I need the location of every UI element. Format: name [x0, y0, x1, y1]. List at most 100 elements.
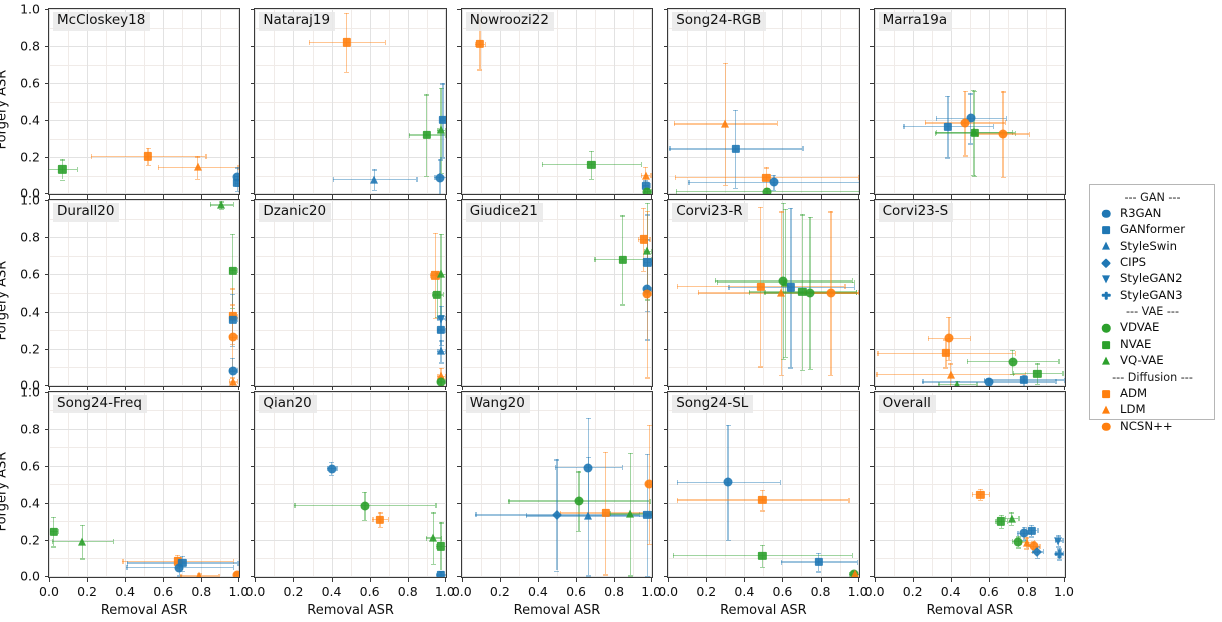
gridline-minor-horizontal: [49, 484, 240, 486]
gridline-minor-horizontal: [255, 447, 446, 449]
gridline-minor-horizontal: [668, 410, 859, 412]
gridline-horizontal: [461, 193, 653, 195]
y-tick: [44, 46, 48, 48]
gridline-minor-vertical: [1007, 200, 1009, 386]
legend-item-ldm[interactable]: LDM: [1097, 402, 1208, 418]
legend-item-cips[interactable]: CIPS: [1097, 255, 1208, 271]
y-tick: [44, 391, 48, 393]
error-bar-cap: [828, 211, 834, 213]
x-tick-label: 0.4: [940, 584, 961, 599]
gridline-minor-horizontal: [461, 218, 653, 220]
gridline-vertical: [293, 200, 295, 386]
legend-item-stylegan3[interactable]: StyleGAN3: [1097, 287, 1208, 303]
panel-title: McCloskey18: [53, 12, 151, 31]
error-bar-cap: [697, 290, 700, 296]
error-bar-cap: [237, 560, 239, 566]
legend-item-nvae[interactable]: NVAE: [1097, 337, 1208, 353]
y-tick-label: 0.4: [20, 304, 40, 320]
gridline-horizontal: [255, 575, 446, 577]
error-bar-cap: [195, 156, 200, 158]
panel-dzanic20: Dzanic20: [254, 199, 447, 387]
y-tick: [457, 576, 461, 577]
panel-song24-sl: Song24-SL: [667, 390, 860, 578]
error-bar-cap: [444, 132, 446, 138]
legend-item-ncsn-[interactable]: NCSN++: [1097, 418, 1208, 434]
plot-area: [874, 391, 1065, 577]
legend-item-label: LDM: [1120, 402, 1146, 417]
panel-qian20: Qian20: [254, 390, 447, 578]
gridline-vertical: [444, 391, 446, 577]
legend-item-label: VQ-VAE: [1120, 353, 1164, 368]
gridline-vertical: [1063, 9, 1065, 195]
x-tick: [1026, 386, 1028, 391]
gridline-vertical: [461, 391, 463, 577]
error-bar-cap: [230, 288, 236, 290]
x-tick: [255, 195, 257, 199]
gridline-vertical: [668, 391, 670, 577]
x-tick: [163, 578, 165, 582]
y-tick: [250, 311, 255, 313]
legend-item-vq-vae[interactable]: VQ-VAE: [1097, 353, 1208, 369]
legend-item-ganformer[interactable]: GANformer: [1097, 222, 1208, 238]
gridline-horizontal: [49, 83, 240, 85]
error-bar-cap: [230, 307, 236, 310]
legend-item-r3gan[interactable]: R3GAN: [1097, 205, 1208, 221]
gridline-vertical: [407, 9, 409, 195]
error-bar-cap: [1012, 371, 1015, 377]
error-bar-cap: [484, 41, 487, 47]
gridline-minor-horizontal: [874, 218, 1065, 220]
y-tick: [870, 9, 874, 10]
error-bar-cap: [714, 278, 717, 284]
gridline-minor-horizontal: [874, 255, 1065, 257]
panel-title: Song24-SL: [672, 394, 754, 414]
gridline-vertical: [163, 391, 165, 577]
error-bar-cap: [945, 157, 951, 159]
panel-title: Song24-RGB: [672, 12, 767, 31]
x-tick: [49, 195, 50, 199]
x-tick: [461, 195, 463, 199]
legend-item-vdvae[interactable]: VDVAE: [1097, 320, 1208, 336]
error-bar-cap: [644, 339, 650, 341]
plot-area: [49, 391, 240, 577]
x-tick: [331, 386, 333, 391]
error-bar-cap: [903, 124, 905, 130]
error-bar-cap: [230, 233, 236, 236]
gridline-vertical: [87, 9, 89, 195]
error-bar-cap: [651, 257, 653, 263]
error-bar-cap: [209, 202, 212, 208]
error-bar-cap: [733, 187, 739, 190]
y-tick: [44, 384, 48, 386]
x-tick-label: 0.0: [245, 584, 266, 599]
error-bar-cap: [649, 498, 651, 504]
error-bar-cap: [1062, 538, 1064, 544]
error-bar-cap: [1000, 91, 1006, 93]
error-bar-cap: [525, 513, 527, 519]
gridline-horizontal: [49, 348, 240, 350]
error-bar-cap: [643, 180, 649, 182]
gridline-horizontal: [668, 83, 859, 85]
y-tick: [44, 348, 48, 350]
gridline-vertical: [238, 9, 240, 195]
error-bar-cap: [585, 575, 591, 577]
error-bar-cap: [576, 530, 582, 533]
legend-item-label: StyleGAN3: [1120, 287, 1183, 302]
gridline-vertical: [293, 391, 295, 577]
error-bar-cap: [1005, 115, 1008, 121]
legend-item-label: ADM: [1120, 386, 1148, 401]
y-tick: [457, 311, 461, 313]
legend-item-stylegan2[interactable]: StyleGAN2: [1097, 271, 1208, 287]
error-bar-cap: [429, 272, 431, 278]
error-bar-cap: [1010, 349, 1016, 351]
error-bar-cap: [145, 164, 151, 167]
legend-item-adm[interactable]: ADM: [1097, 386, 1208, 402]
error-bar-cap: [816, 552, 822, 555]
gridline-horizontal: [461, 502, 653, 504]
gridline-vertical: [49, 200, 50, 386]
x-tick: [744, 386, 746, 391]
legend-item-styleswin[interactable]: StyleSwin: [1097, 238, 1208, 254]
gridline-horizontal: [49, 428, 240, 430]
y-tick: [870, 83, 874, 85]
legend-marker-icon: [1097, 321, 1115, 335]
error-bar-cap: [938, 382, 940, 386]
error-bar-cap: [79, 558, 85, 560]
